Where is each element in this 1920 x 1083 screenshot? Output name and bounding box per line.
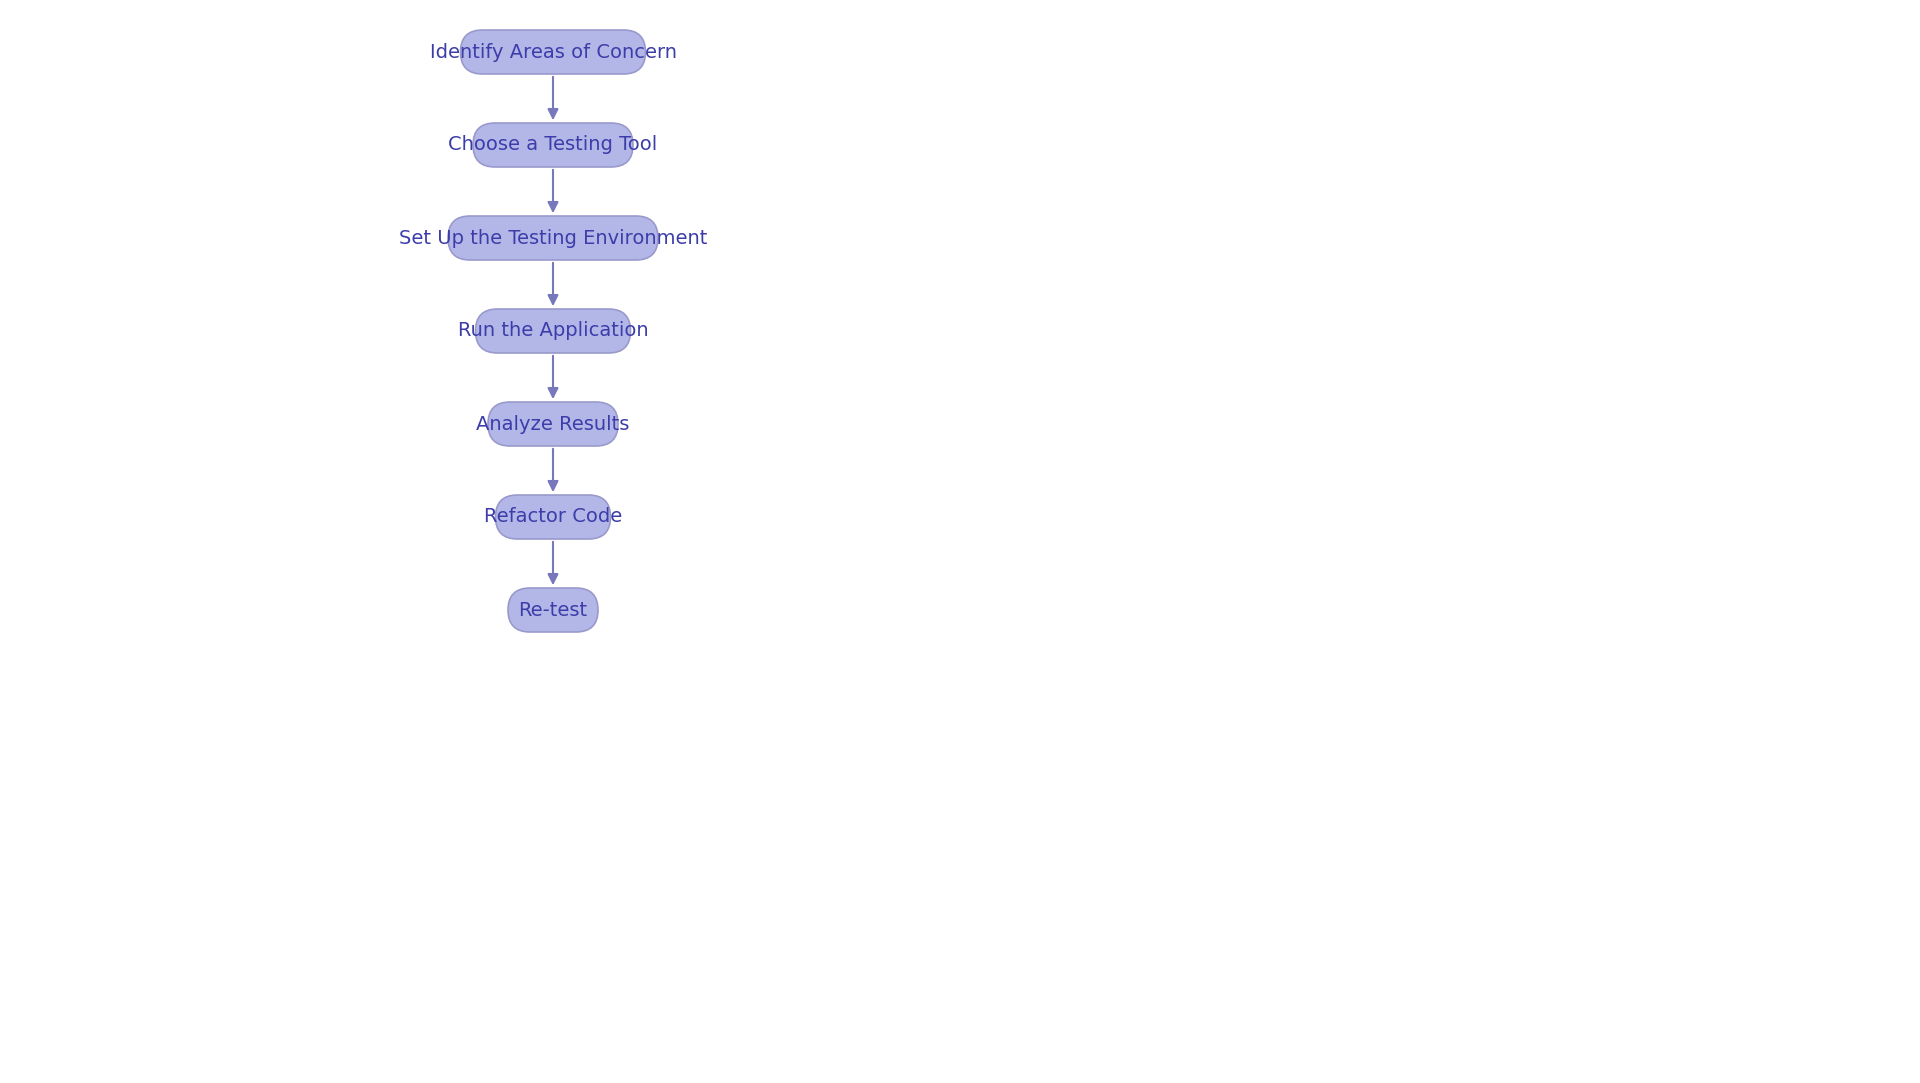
- FancyBboxPatch shape: [476, 309, 630, 353]
- Text: Re-test: Re-test: [518, 600, 588, 619]
- FancyBboxPatch shape: [509, 588, 597, 632]
- FancyBboxPatch shape: [495, 495, 611, 539]
- Text: Identify Areas of Concern: Identify Areas of Concern: [430, 42, 676, 62]
- FancyBboxPatch shape: [447, 216, 659, 260]
- Text: Set Up the Testing Environment: Set Up the Testing Environment: [399, 229, 707, 248]
- Text: Refactor Code: Refactor Code: [484, 508, 622, 526]
- FancyBboxPatch shape: [488, 402, 618, 446]
- Text: Choose a Testing Tool: Choose a Testing Tool: [449, 135, 659, 155]
- Text: Run the Application: Run the Application: [457, 322, 649, 340]
- Text: Analyze Results: Analyze Results: [476, 415, 630, 433]
- FancyBboxPatch shape: [472, 123, 634, 167]
- FancyBboxPatch shape: [461, 30, 645, 74]
